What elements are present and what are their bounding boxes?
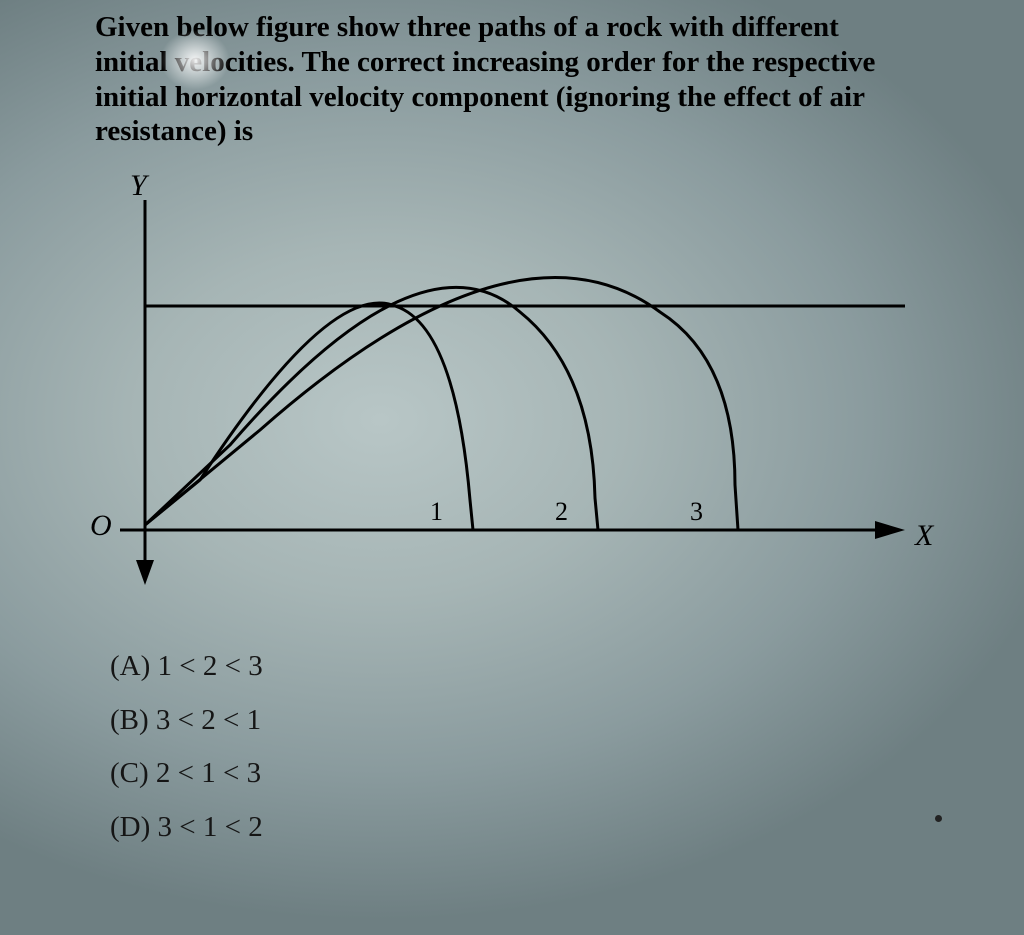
answer-key: (D) — [110, 811, 150, 843]
answer-d: (D) 3 < 1 < 2 — [110, 801, 263, 855]
answer-a: (A) 1 < 2 < 3 — [110, 640, 263, 694]
origin-label: O — [90, 509, 112, 542]
answer-text: 3 < 1 < 2 — [158, 811, 263, 843]
y-axis-label: Y — [130, 169, 150, 202]
answer-key: (A) — [110, 650, 150, 682]
x-axis-label: X — [914, 519, 935, 552]
trajectory-3 — [145, 278, 738, 530]
answer-key: (C) — [110, 757, 149, 789]
answer-text: 2 < 1 < 3 — [156, 757, 261, 789]
answer-text: 1 < 2 < 3 — [158, 650, 263, 682]
answer-list: (A) 1 < 2 < 3 (B) 3 < 2 < 1 (C) 2 < 1 < … — [110, 640, 263, 855]
curve-label-1: 1 — [430, 497, 443, 526]
trajectory-chart: Y O X 1 2 3 — [0, 30, 1024, 650]
trajectory-2 — [145, 287, 598, 530]
answer-c: (C) 2 < 1 < 3 — [110, 747, 263, 801]
page: Given below figure show three paths of a… — [0, 0, 1024, 935]
y-axis-arrow — [136, 560, 154, 585]
curve-label-3: 3 — [690, 497, 703, 526]
answer-text: 3 < 2 < 1 — [156, 704, 261, 736]
trajectory-1 — [145, 303, 473, 530]
x-axis-arrow — [875, 521, 905, 539]
curve-label-2: 2 — [555, 497, 568, 526]
answer-key: (B) — [110, 704, 149, 736]
stray-dot — [935, 815, 942, 822]
answer-b: (B) 3 < 2 < 1 — [110, 694, 263, 748]
